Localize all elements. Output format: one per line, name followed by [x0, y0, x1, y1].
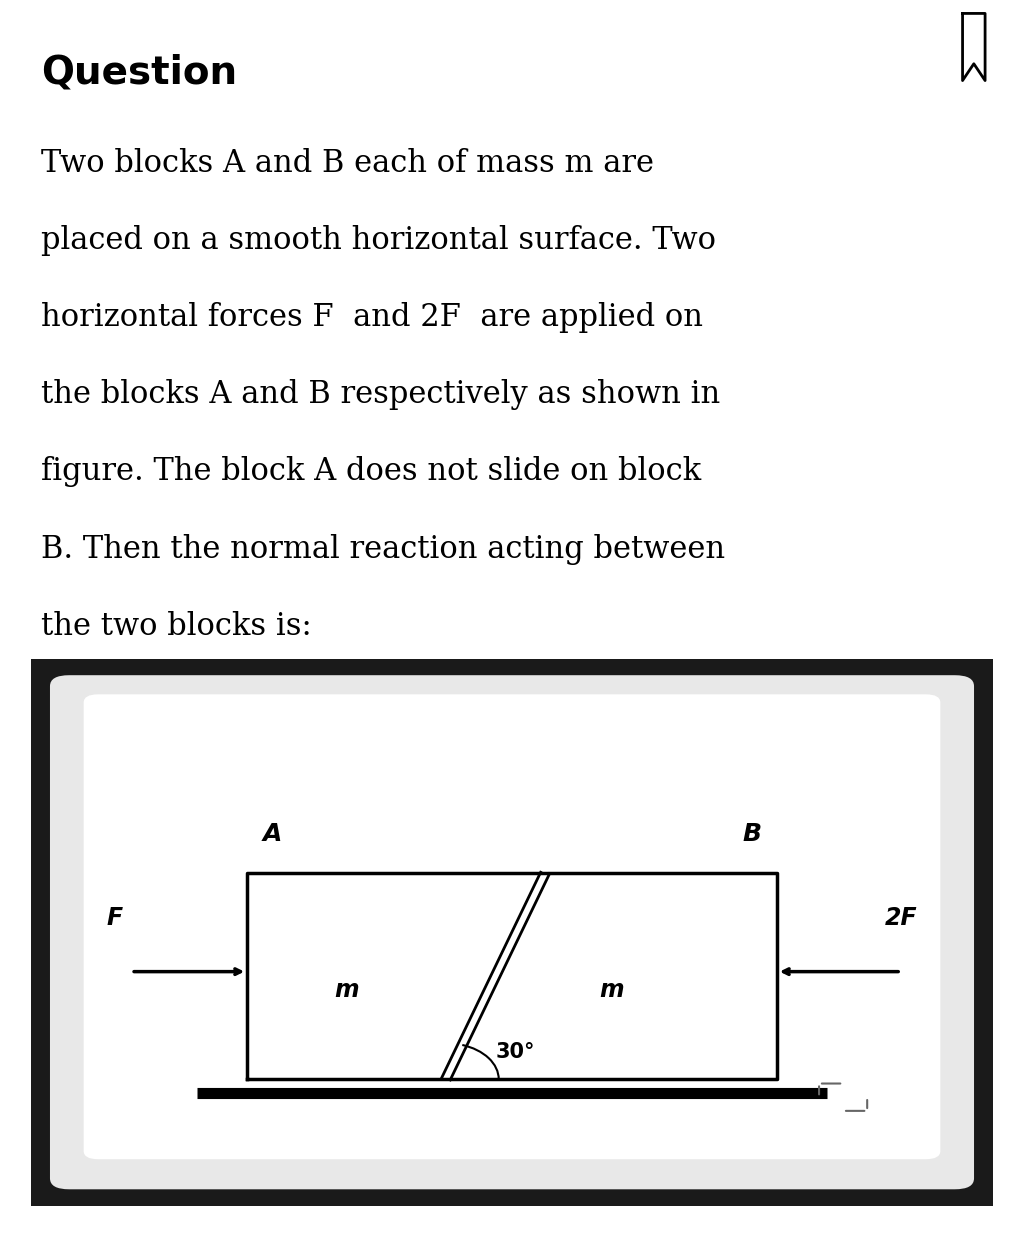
Text: the two blocks is:: the two blocks is: — [41, 610, 311, 641]
Text: Question: Question — [41, 53, 238, 92]
Text: placed on a smooth horizontal surface. Two: placed on a smooth horizontal surface. T… — [41, 225, 716, 256]
Text: m: m — [334, 977, 358, 1002]
Text: B: B — [742, 822, 762, 846]
Text: 30°: 30° — [496, 1043, 535, 1063]
Text: Two blocks A and B each of mass m are: Two blocks A and B each of mass m are — [41, 148, 654, 179]
Text: m: m — [599, 977, 624, 1002]
FancyBboxPatch shape — [22, 654, 1002, 1211]
FancyBboxPatch shape — [84, 695, 940, 1160]
Text: B. Then the normal reaction acting between: B. Then the normal reaction acting betwe… — [41, 533, 725, 564]
Text: horizontal forces F  and 2F  are applied on: horizontal forces F and 2F are applied o… — [41, 302, 702, 333]
Text: the blocks A and B respectively as shown in: the blocks A and B respectively as shown… — [41, 379, 720, 410]
Text: figure. The block A does not slide on block: figure. The block A does not slide on bl… — [41, 456, 701, 487]
FancyBboxPatch shape — [50, 675, 974, 1190]
Text: A: A — [262, 822, 282, 846]
Text: F: F — [106, 906, 123, 930]
Text: 2F: 2F — [885, 906, 918, 930]
